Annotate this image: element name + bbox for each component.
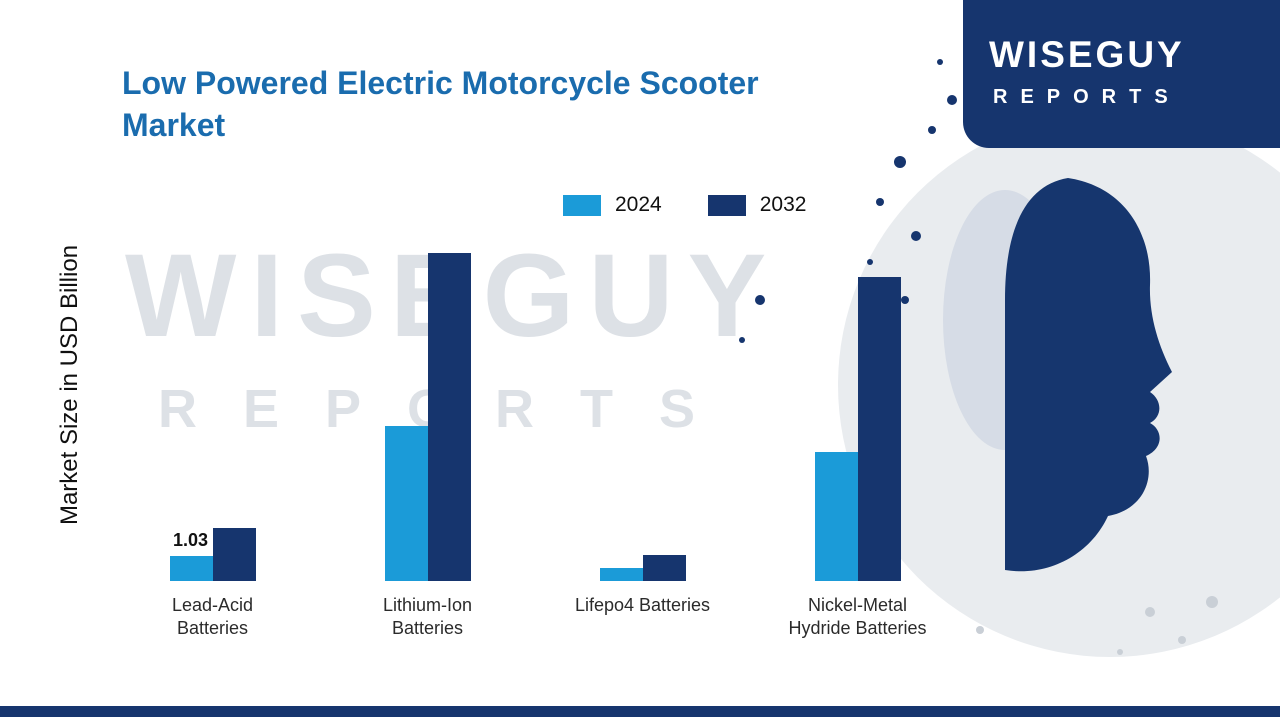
bar-pair: 1.03 bbox=[169, 241, 256, 581]
bar-wrap bbox=[857, 277, 901, 581]
logo-text-reports: REPORTS bbox=[993, 86, 1181, 108]
legend-swatch-2024 bbox=[563, 194, 601, 216]
bar-chart: 1.03 Lead-Acid Batteries Lithium-Ion Batte… bbox=[105, 241, 965, 640]
category-label: Lead-Acid Batteries bbox=[171, 595, 254, 639]
legend-swatch-2032 bbox=[707, 194, 746, 216]
bar-wrap bbox=[814, 452, 858, 581]
wise-guy-reports-logo: WISEGUY REPORTS bbox=[963, 0, 1280, 148]
bar-wrap bbox=[384, 426, 428, 581]
category-label: Nickel-Metal Hydride Batteries bbox=[788, 595, 927, 639]
bar-wrap bbox=[427, 253, 471, 581]
y-axis-label: Market Size in USD Billion bbox=[56, 244, 83, 526]
bar-2032 bbox=[427, 253, 471, 581]
bar-group: 1.03 Lead-Acid Batteries bbox=[105, 241, 320, 640]
bar-group: Lithium-Ion Batteries bbox=[320, 241, 535, 640]
bar-2032 bbox=[642, 555, 686, 581]
bar-2032 bbox=[857, 277, 901, 581]
bar-2024 bbox=[814, 452, 858, 581]
bar-wrap: 1.03 bbox=[169, 530, 213, 581]
footer-bar bbox=[0, 706, 1280, 717]
decorative-dots-gray bbox=[976, 596, 1218, 655]
face-silhouette-icon bbox=[1005, 178, 1172, 572]
bar-wrap bbox=[599, 568, 643, 581]
bar-pair bbox=[384, 241, 471, 581]
bar-group: Lifepo4 Batteries bbox=[535, 241, 750, 640]
legend-label-2032: 2032 bbox=[759, 193, 807, 216]
bar-value-label: 1.03 bbox=[172, 530, 209, 550]
category-label: Lithium-Ion Batteries bbox=[382, 595, 473, 639]
bar-2024 bbox=[169, 556, 213, 581]
chart-legend: 2024 2032 bbox=[563, 193, 806, 217]
decorative-dots bbox=[739, 59, 957, 343]
bar-2024 bbox=[384, 426, 428, 581]
bar-pair bbox=[599, 241, 686, 581]
bar-pair bbox=[814, 241, 901, 581]
bar-2032 bbox=[212, 528, 256, 581]
logo-text-wiseguy: WISEGUY bbox=[989, 34, 1185, 75]
bar-group: Nickel-Metal Hydride Batteries bbox=[750, 241, 965, 640]
bar-wrap bbox=[642, 555, 686, 581]
bar-2024 bbox=[599, 568, 643, 581]
page-title: Low Powered Electric Motorcycle Scooter … bbox=[122, 65, 759, 144]
bar-wrap bbox=[212, 528, 256, 581]
category-label: Lifepo4 Batteries bbox=[574, 595, 711, 615]
legend-label-2024: 2024 bbox=[615, 193, 662, 216]
